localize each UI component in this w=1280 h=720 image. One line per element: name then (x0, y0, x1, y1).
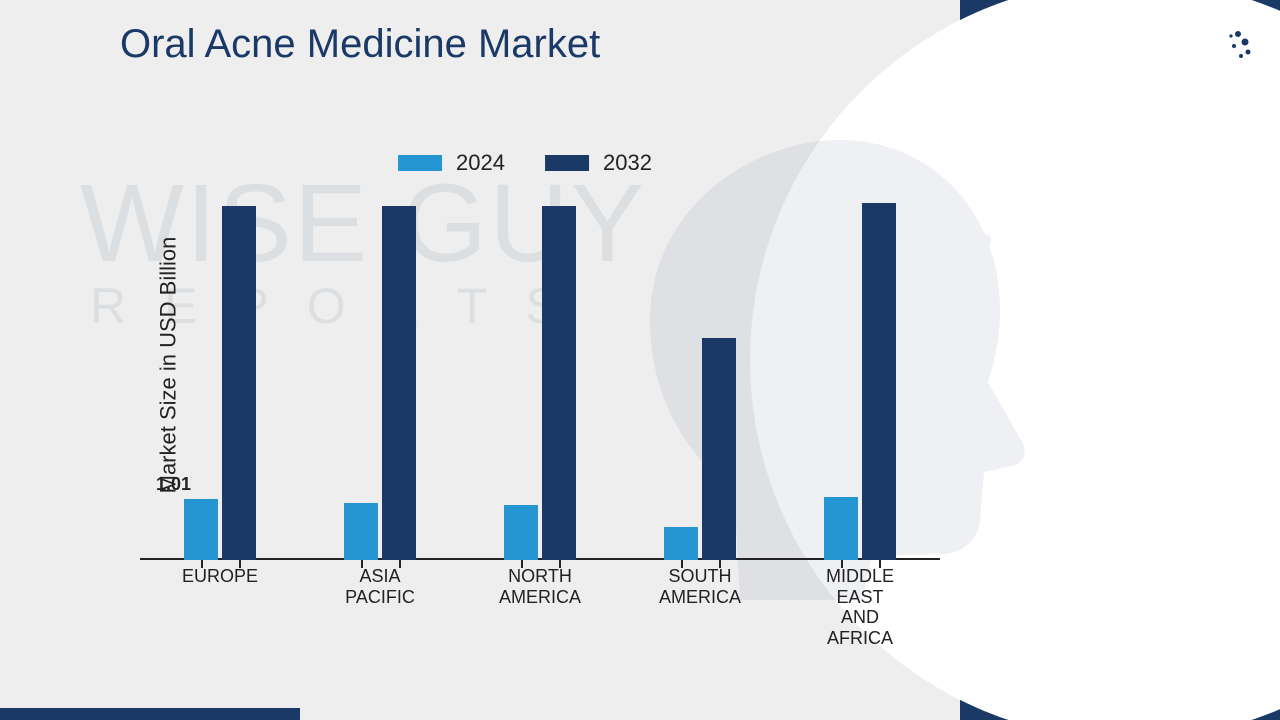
legend: 2024 2032 (398, 150, 652, 176)
legend-label-2024: 2024 (456, 150, 505, 176)
legend-item-2024: 2024 (398, 150, 505, 176)
category-label: SOUTHAMERICA (630, 566, 770, 607)
page-title: Oral Acne Medicine Market (120, 22, 600, 67)
plot-area: 1.01EUROPEASIAPACIFICNORTHAMERICASOUTHAM… (140, 200, 940, 560)
bar-groups: 1.01EUROPEASIAPACIFICNORTHAMERICASOUTHAM… (140, 200, 940, 560)
value-label: 1.01 (156, 474, 191, 495)
bar-2024 (344, 503, 378, 560)
category-label: EUROPE (150, 566, 290, 587)
bar-group: MIDDLEEASTANDAFRICA (790, 200, 930, 560)
bar-2024 (824, 497, 858, 560)
category-label: NORTHAMERICA (470, 566, 610, 607)
legend-item-2032: 2032 (545, 150, 652, 176)
bar-group: 1.01EUROPE (150, 200, 290, 560)
bar-2032 (542, 206, 576, 560)
bar-2032 (382, 206, 416, 560)
bottom-strip (0, 708, 300, 720)
category-label: MIDDLEEASTANDAFRICA (790, 566, 930, 649)
bar-2024 (184, 499, 218, 560)
bar-2032 (702, 338, 736, 560)
legend-swatch-2024 (398, 155, 442, 171)
bar-2032 (862, 203, 896, 560)
legend-swatch-2032 (545, 155, 589, 171)
bar-group: SOUTHAMERICA (630, 200, 770, 560)
bar-group: ASIAPACIFIC (310, 200, 450, 560)
bar-group: NORTHAMERICA (470, 200, 610, 560)
brand-logo: WISE GUY REPORTS (1094, 22, 1252, 69)
category-label: ASIAPACIFIC (310, 566, 450, 607)
bar-chart: Market Size in USD Billion 2024 2032 1.0… (100, 150, 950, 580)
bar-2032 (222, 206, 256, 560)
legend-label-2032: 2032 (603, 150, 652, 176)
bar-2024 (504, 505, 538, 560)
stage: WISE GUY REPORTS Oral Acne Medicine Mark… (0, 0, 1280, 720)
brand-head-icon (1198, 18, 1258, 88)
bar-2024 (664, 527, 698, 560)
